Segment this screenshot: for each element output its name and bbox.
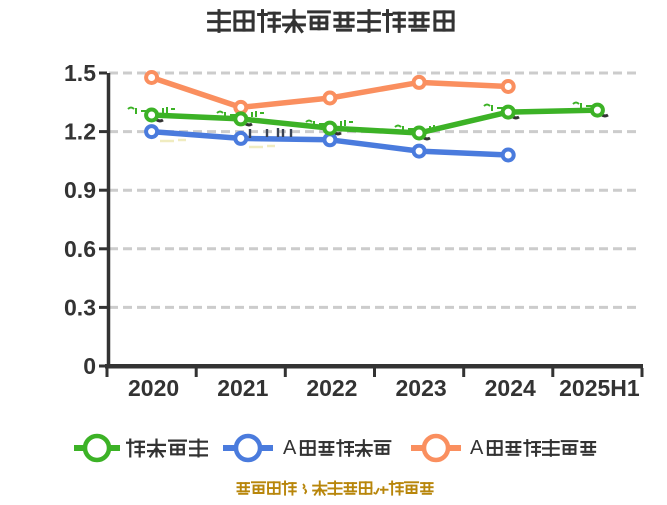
svg-text:0: 0 (83, 353, 96, 379)
svg-text:2020: 2020 (128, 375, 179, 401)
svg-text:2025H1: 2025H1 (559, 375, 640, 401)
svg-text:1.5: 1.5 (64, 60, 96, 86)
svg-text:0.6: 0.6 (64, 236, 96, 262)
svg-text:2024: 2024 (485, 375, 536, 401)
svg-text:2021: 2021 (217, 375, 268, 401)
svg-text:2022: 2022 (306, 375, 357, 401)
svg-text:2023: 2023 (396, 375, 447, 401)
svg-text:0.3: 0.3 (64, 294, 96, 320)
svg-text:0.9: 0.9 (64, 177, 96, 203)
svg-text:1.2: 1.2 (64, 119, 96, 145)
svg-text:A: A (470, 437, 484, 459)
svg-text:A: A (283, 437, 297, 459)
